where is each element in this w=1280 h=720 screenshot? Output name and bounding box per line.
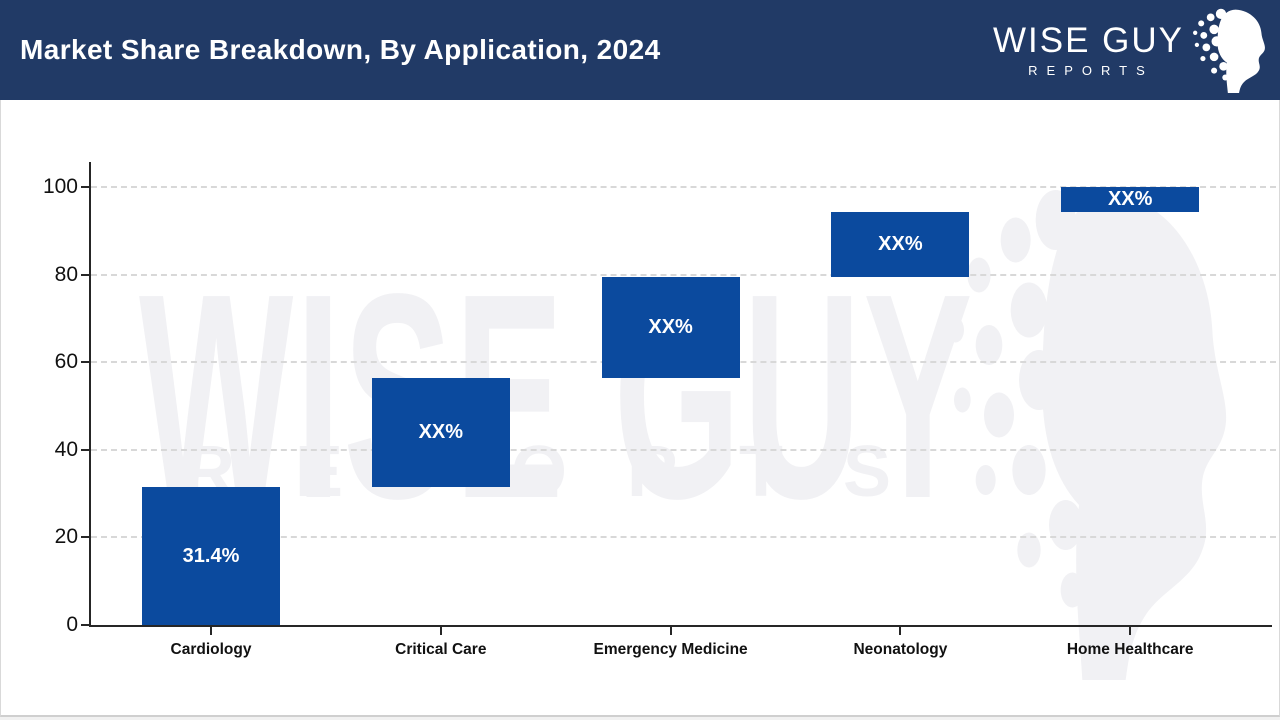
bar-value-label: XX% xyxy=(878,232,923,255)
x-axis-spine xyxy=(89,625,1272,627)
bar-value-label: 31.4% xyxy=(182,544,240,567)
y-tick-label: 0 xyxy=(66,613,78,636)
gridline xyxy=(91,536,1276,539)
watermark-head-icon xyxy=(947,190,1227,680)
y-tick-label: 60 xyxy=(54,350,78,374)
x-tick-mark xyxy=(669,627,672,635)
y-tick-label: 20 xyxy=(54,525,78,549)
x-category-label: Critical Care xyxy=(395,641,487,658)
x-category-label: Cardiology xyxy=(170,641,252,658)
watermark-reports: REPORTS xyxy=(183,432,952,512)
y-tick-mark xyxy=(81,536,89,539)
x-tick-mark xyxy=(439,627,442,635)
x-tick-mark xyxy=(899,627,902,635)
y-tick-label: 80 xyxy=(54,262,78,286)
y-tick-mark xyxy=(81,186,89,188)
x-category-label: Neonatology xyxy=(853,641,948,658)
x-tick-mark xyxy=(1129,627,1132,635)
gridline xyxy=(91,186,1276,188)
logo-head-icon xyxy=(1193,8,1265,93)
x-category-label: Home Healthcare xyxy=(1066,641,1194,658)
y-tick-label: 40 xyxy=(54,437,78,461)
logo-text-wise-guy: WISE GUY xyxy=(992,20,1184,60)
y-tick-mark xyxy=(81,448,89,451)
chart-title: Market Share Breakdown, By Application, … xyxy=(20,34,661,65)
wise-guy-logo: WISE GUY REPORTS xyxy=(993,7,1266,93)
y-tick-mark xyxy=(81,361,89,364)
bar-home-healthcare: XX% xyxy=(1061,187,1200,212)
gridline xyxy=(91,273,1276,276)
logo-wordmark: WISE GUY REPORTS xyxy=(993,23,1184,78)
y-tick-mark xyxy=(81,273,89,276)
header: Market Share Breakdown, By Application, … xyxy=(0,0,1280,100)
x-tick-mark xyxy=(210,627,212,635)
bar-emergency-medicine: XX% xyxy=(601,276,740,378)
x-category-label: Emergency Medicine xyxy=(593,641,748,658)
bottom-strip xyxy=(0,717,1280,720)
bar-critical-care: XX% xyxy=(371,377,510,488)
y-axis-spine xyxy=(89,162,91,627)
bar-neonatology: XX% xyxy=(831,211,970,277)
logo-text-reports: REPORTS xyxy=(1028,62,1154,78)
y-tick-mark xyxy=(81,624,89,626)
y-tick-label: 100 xyxy=(42,175,78,198)
bar-value-label: XX% xyxy=(418,420,464,443)
gridline xyxy=(91,448,1276,451)
bar-value-label: XX% xyxy=(648,315,693,338)
bar-value-label: XX% xyxy=(1107,187,1153,210)
bar-cardiology: 31.4% xyxy=(142,487,280,625)
